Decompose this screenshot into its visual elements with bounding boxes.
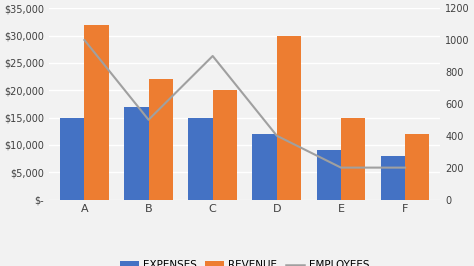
EMPLOYEES <box>146 118 151 121</box>
Bar <box>341 118 365 200</box>
EMPLOYEES <box>82 39 87 42</box>
Bar <box>317 150 341 200</box>
Bar <box>277 35 301 200</box>
EMPLOYEES <box>274 134 280 137</box>
Bar <box>124 107 148 200</box>
Bar <box>381 156 405 200</box>
Bar <box>253 134 277 200</box>
EMPLOYEES <box>402 166 408 169</box>
Legend: EXPENSES, REVENUE, EMPLOYEES: EXPENSES, REVENUE, EMPLOYEES <box>116 256 374 266</box>
Line: EMPLOYEES: EMPLOYEES <box>84 40 405 168</box>
Bar <box>405 134 429 200</box>
Bar <box>60 118 84 200</box>
Bar <box>213 90 237 200</box>
EMPLOYEES <box>210 55 216 58</box>
Bar <box>84 24 109 200</box>
Bar <box>148 79 173 200</box>
Bar <box>188 118 213 200</box>
EMPLOYEES <box>338 166 344 169</box>
